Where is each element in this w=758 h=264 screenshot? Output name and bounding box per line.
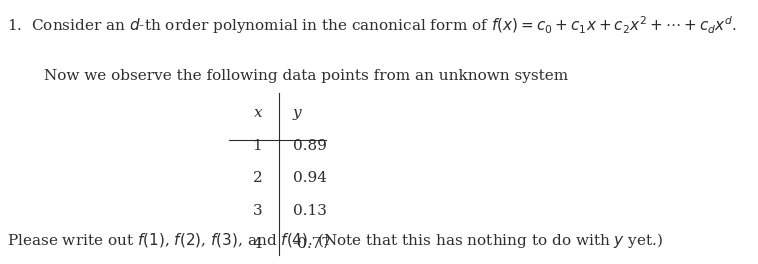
Text: 1.  Consider an $d$-th order polynomial in the canonical form of $f(x) = c_0 + c: 1. Consider an $d$-th order polynomial i… [8,15,738,36]
Text: 3: 3 [252,204,262,218]
Text: 0.89: 0.89 [293,139,327,153]
Text: Please write out $f(1)$, $f(2)$, $f(3)$, and $f(4)$. (Note that this has nothing: Please write out $f(1)$, $f(2)$, $f(3)$,… [8,230,663,249]
Text: -0.77: -0.77 [293,237,331,251]
Text: Now we observe the following data points from an unknown system: Now we observe the following data points… [44,69,568,83]
Text: 0.13: 0.13 [293,204,327,218]
Text: 0.94: 0.94 [293,171,327,185]
Text: 1: 1 [252,139,262,153]
Text: 2: 2 [252,171,262,185]
Text: 4: 4 [252,237,262,251]
Text: y: y [293,106,301,120]
Text: x: x [254,106,262,120]
